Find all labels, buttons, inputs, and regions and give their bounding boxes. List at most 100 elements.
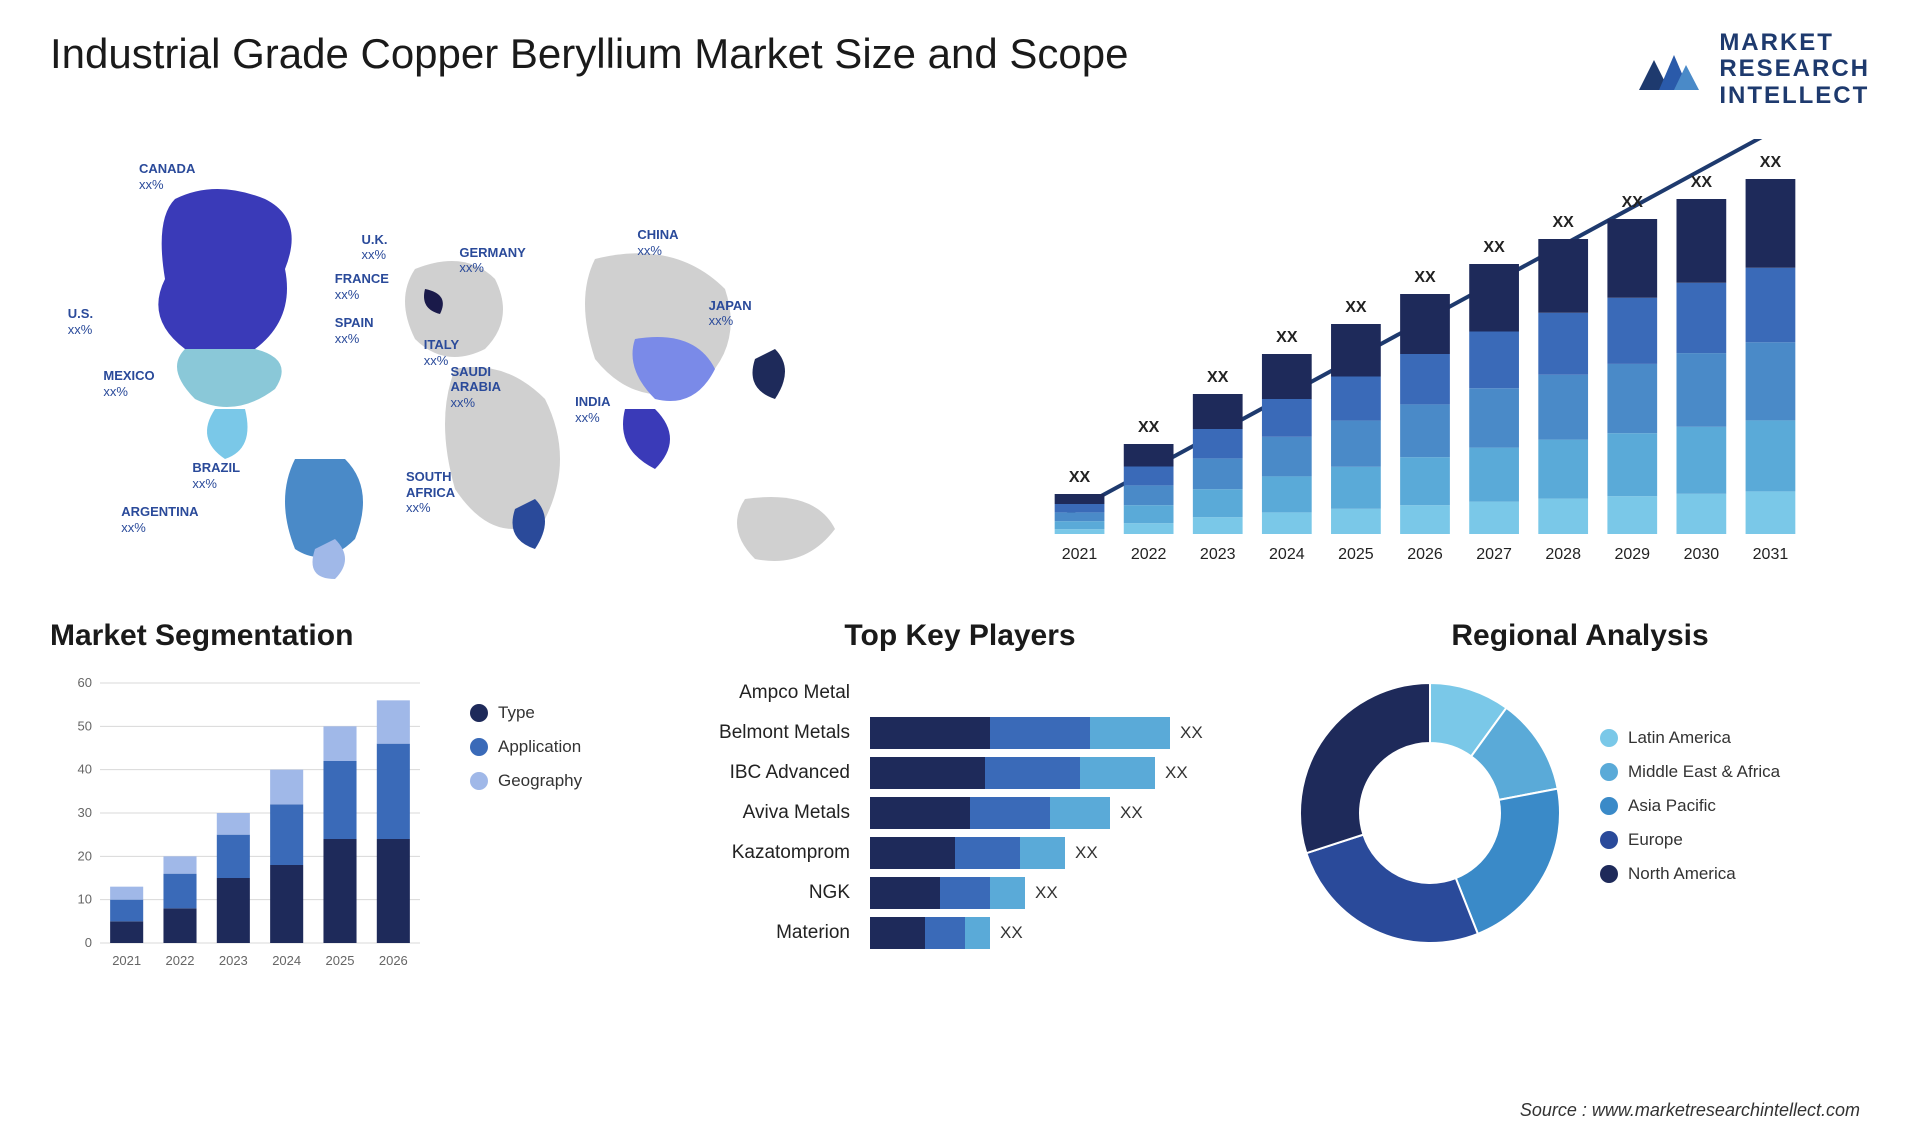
growth-bar-value: XX [1345, 299, 1367, 316]
seg-ytick: 20 [78, 849, 92, 864]
growth-year-label: 2027 [1476, 546, 1512, 563]
growth-bar-seg [1193, 429, 1243, 458]
growth-bar-seg [1469, 448, 1519, 502]
seg-bar-seg [110, 900, 143, 922]
growth-year-label: 2029 [1614, 546, 1650, 563]
player-bar-seg [1080, 757, 1155, 789]
growth-bar-seg [1055, 521, 1105, 529]
growth-bar-seg [1676, 427, 1726, 494]
map-label-us: U.S.xx% [68, 306, 93, 337]
seg-legend-item: Type [470, 703, 630, 723]
player-name: Ampco Metal [670, 673, 850, 713]
player-bar-seg [1090, 717, 1170, 749]
growth-bar-seg [1193, 489, 1243, 517]
map-label-mexico: MEXICOxx% [103, 368, 154, 399]
growth-bar-seg [1538, 440, 1588, 499]
map-label-brazil: BRAZILxx% [192, 460, 240, 491]
growth-bar-value: XX [1622, 194, 1644, 211]
regional-legend-item: Latin America [1600, 728, 1870, 748]
growth-year-label: 2026 [1407, 546, 1443, 563]
player-bar-seg [940, 877, 990, 909]
growth-bar-seg [1193, 394, 1243, 429]
map-label-argentina: ARGENTINAxx% [121, 504, 198, 535]
player-bar-seg [870, 877, 940, 909]
growth-bar-seg [1676, 199, 1726, 283]
regional-legend: Latin AmericaMiddle East & AfricaAsia Pa… [1600, 728, 1870, 898]
seg-bar-seg [270, 770, 303, 805]
seg-bar-seg [377, 839, 410, 943]
map-label-saudiarabia: SAUDIARABIAxx% [451, 364, 502, 411]
seg-bar-seg [110, 887, 143, 900]
growth-bar-seg [1538, 313, 1588, 375]
seg-bar-seg [377, 744, 410, 839]
growth-bar-seg [1262, 399, 1312, 437]
growth-bar-seg [1055, 529, 1105, 534]
player-value: XX [1075, 843, 1098, 863]
regional-donut-chart [1290, 673, 1570, 953]
growth-bar-seg [1400, 457, 1450, 505]
seg-year-label: 2024 [272, 953, 301, 968]
growth-bar-seg [1400, 505, 1450, 534]
donut-slice [1456, 789, 1560, 934]
player-bar-seg [970, 797, 1050, 829]
player-name: Aviva Metals [670, 793, 850, 833]
seg-ytick: 0 [85, 935, 92, 950]
growth-bar-seg [1331, 324, 1381, 377]
seg-ytick: 10 [78, 892, 92, 907]
player-bar-seg [870, 797, 970, 829]
regional-title: Regional Analysis [1290, 619, 1870, 653]
regional-legend-item: Europe [1600, 830, 1870, 850]
growth-bar-seg [1193, 517, 1243, 534]
growth-bar-seg [1331, 421, 1381, 467]
player-bar-row: XX [870, 713, 1250, 753]
regional-legend-item: North America [1600, 864, 1870, 884]
growth-bar-seg [1607, 496, 1657, 534]
player-bar-seg [965, 917, 990, 949]
regional-legend-item: Middle East & Africa [1600, 762, 1870, 782]
player-name: IBC Advanced [670, 753, 850, 793]
growth-bar-seg [1469, 388, 1519, 447]
growth-bar-seg [1331, 509, 1381, 534]
player-bar-seg [925, 917, 965, 949]
players-panel: Top Key Players Ampco MetalBelmont Metal… [670, 619, 1250, 999]
donut-slice [1306, 835, 1477, 943]
growth-bar-seg [1055, 494, 1105, 504]
growth-bar-seg [1746, 421, 1796, 492]
page-title: Industrial Grade Copper Beryllium Market… [50, 30, 1129, 78]
player-bar-seg [990, 717, 1090, 749]
growth-bar-seg [1055, 513, 1105, 522]
seg-legend-item: Geography [470, 771, 630, 791]
seg-year-label: 2026 [379, 953, 408, 968]
seg-ytick: 50 [78, 719, 92, 734]
seg-bar-seg [217, 835, 250, 878]
player-bar-row: XX [870, 793, 1250, 833]
growth-bar-seg [1469, 264, 1519, 332]
player-bar-seg [1020, 837, 1065, 869]
player-bar-row: XX [870, 753, 1250, 793]
map-label-germany: GERMANYxx% [459, 245, 525, 276]
player-name: NGK [670, 873, 850, 913]
seg-year-label: 2025 [326, 953, 355, 968]
growth-bar-seg [1469, 502, 1519, 534]
player-bar-seg [985, 757, 1080, 789]
growth-bar-value: XX [1207, 369, 1229, 386]
growth-year-label: 2031 [1753, 546, 1789, 563]
seg-bar-seg [323, 761, 356, 839]
growth-year-label: 2028 [1545, 546, 1581, 563]
growth-bar-seg [1262, 437, 1312, 477]
regional-panel: Regional Analysis Latin America Middle Ea… [1290, 619, 1870, 999]
logo-line2: RESEARCH [1719, 56, 1870, 82]
growth-bar-seg [1469, 332, 1519, 389]
growth-bar-seg [1331, 377, 1381, 421]
seg-bar-seg [270, 865, 303, 943]
growth-bar-seg [1676, 283, 1726, 353]
map-label-uk: U.K.xx% [362, 232, 388, 263]
growth-bar-value: XX [1760, 154, 1782, 171]
seg-ytick: 40 [78, 762, 92, 777]
player-value: XX [1120, 803, 1143, 823]
player-value: XX [1035, 883, 1058, 903]
growth-bar-seg [1538, 239, 1588, 313]
seg-year-label: 2022 [166, 953, 195, 968]
growth-bar-seg [1746, 268, 1796, 343]
segmentation-panel: Market Segmentation 01020304050602021202… [50, 619, 630, 999]
